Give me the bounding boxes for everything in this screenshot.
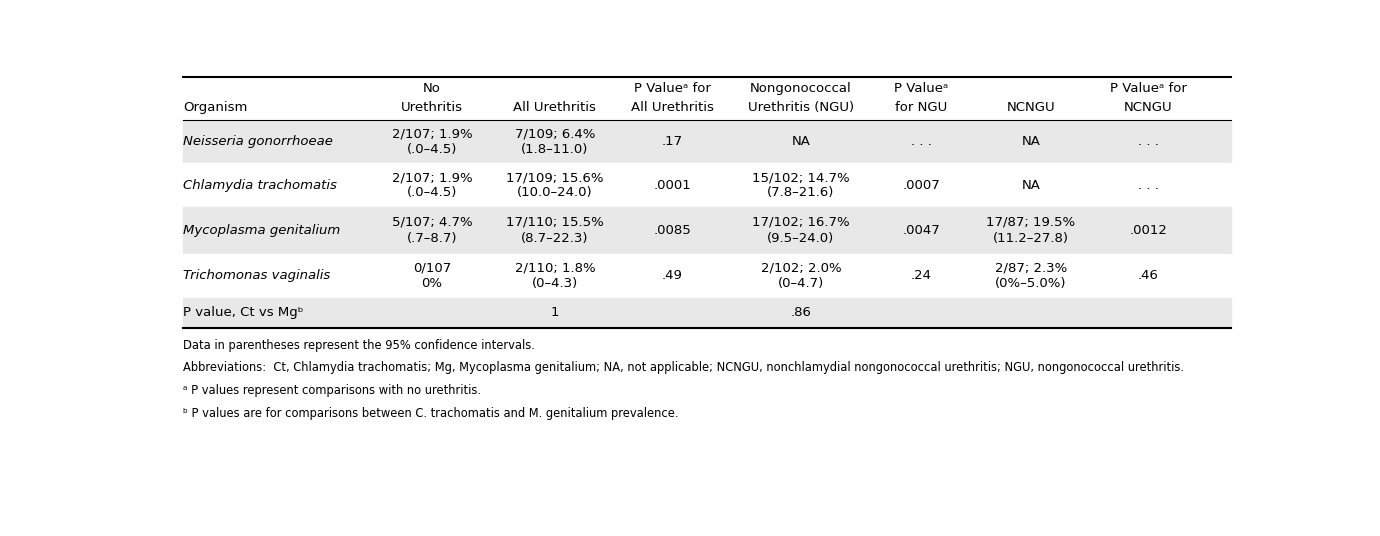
Text: .0047: .0047 bbox=[903, 224, 940, 237]
Text: . . .: . . . bbox=[911, 135, 932, 148]
Text: All Urethritis: All Urethritis bbox=[513, 101, 596, 114]
Text: 7/109; 6.4%: 7/109; 6.4% bbox=[515, 128, 595, 141]
Text: .0012: .0012 bbox=[1129, 224, 1167, 237]
Text: 2/107; 1.9%: 2/107; 1.9% bbox=[392, 128, 472, 141]
Text: 5/107; 4.7%: 5/107; 4.7% bbox=[392, 216, 472, 229]
Text: 17/102; 16.7%: 17/102; 16.7% bbox=[752, 216, 850, 229]
Text: NA: NA bbox=[1021, 178, 1041, 191]
Text: 17/87; 19.5%: 17/87; 19.5% bbox=[987, 216, 1075, 229]
Text: (1.8–11.0): (1.8–11.0) bbox=[522, 143, 588, 155]
Text: NCNGU: NCNGU bbox=[1125, 101, 1173, 114]
Text: . . .: . . . bbox=[1138, 135, 1159, 148]
Text: Chlamydia trachomatis: Chlamydia trachomatis bbox=[184, 178, 337, 191]
Text: NCNGU: NCNGU bbox=[1006, 101, 1056, 114]
Text: .0001: .0001 bbox=[654, 178, 691, 191]
Text: P Valueᵃ: P Valueᵃ bbox=[894, 83, 948, 95]
Text: .0085: .0085 bbox=[654, 224, 691, 237]
Text: Data in parentheses represent the 95% confidence intervals.: Data in parentheses represent the 95% co… bbox=[184, 339, 535, 352]
Text: Neisseria gonorrhoeae: Neisseria gonorrhoeae bbox=[184, 135, 333, 148]
Text: .86: .86 bbox=[791, 307, 811, 319]
Text: (8.7–22.3): (8.7–22.3) bbox=[522, 232, 589, 245]
Text: 0%: 0% bbox=[421, 277, 443, 289]
Bar bbox=[184, 163, 1231, 207]
Text: Mycoplasma genitalium: Mycoplasma genitalium bbox=[184, 224, 341, 237]
Text: 1: 1 bbox=[551, 307, 559, 319]
Text: .0007: .0007 bbox=[903, 178, 940, 191]
Text: All Urethritis: All Urethritis bbox=[631, 101, 713, 114]
Text: ᵇ P values are for comparisons between C. trachomatis and M. genitalium prevalen: ᵇ P values are for comparisons between C… bbox=[184, 407, 679, 420]
Text: (7.8–21.6): (7.8–21.6) bbox=[767, 186, 835, 199]
Text: P value, Ct vs Mgᵇ: P value, Ct vs Mgᵇ bbox=[184, 307, 304, 319]
Bar bbox=[184, 77, 1231, 120]
Text: (11.2–27.8): (11.2–27.8) bbox=[992, 232, 1068, 245]
Text: P Valueᵃ for: P Valueᵃ for bbox=[1110, 83, 1187, 95]
Text: 17/109; 15.6%: 17/109; 15.6% bbox=[506, 171, 603, 184]
Text: (.7–8.7): (.7–8.7) bbox=[407, 232, 457, 245]
Text: for NGU: for NGU bbox=[896, 101, 947, 114]
Text: .24: .24 bbox=[911, 269, 932, 282]
Text: (9.5–24.0): (9.5–24.0) bbox=[767, 232, 835, 245]
Text: Urethritis (NGU): Urethritis (NGU) bbox=[748, 101, 854, 114]
Text: Trichomonas vaginalis: Trichomonas vaginalis bbox=[184, 269, 330, 282]
Text: 2/110; 1.8%: 2/110; 1.8% bbox=[515, 262, 595, 275]
Text: Abbreviations:  Ct, Chlamydia trachomatis; Mg, Mycoplasma genitalium; NA, not ap: Abbreviations: Ct, Chlamydia trachomatis… bbox=[184, 361, 1184, 375]
Text: (0–4.7): (0–4.7) bbox=[778, 277, 824, 289]
Text: 2/102; 2.0%: 2/102; 2.0% bbox=[760, 262, 842, 275]
Text: 15/102; 14.7%: 15/102; 14.7% bbox=[752, 171, 850, 184]
Text: No: No bbox=[422, 83, 440, 95]
Text: (0–4.3): (0–4.3) bbox=[531, 277, 578, 289]
Text: Nongonococcal: Nongonococcal bbox=[749, 83, 851, 95]
Text: NA: NA bbox=[1021, 135, 1041, 148]
Text: 2/87; 2.3%: 2/87; 2.3% bbox=[995, 262, 1067, 275]
Text: Urethritis: Urethritis bbox=[400, 101, 462, 114]
Text: P Valueᵃ for: P Valueᵃ for bbox=[633, 83, 711, 95]
Bar bbox=[184, 297, 1231, 329]
Text: Organism: Organism bbox=[184, 101, 247, 114]
Bar bbox=[184, 254, 1231, 297]
Text: (10.0–24.0): (10.0–24.0) bbox=[518, 186, 592, 199]
Bar bbox=[184, 207, 1231, 254]
Text: . . .: . . . bbox=[1138, 178, 1159, 191]
Text: .17: .17 bbox=[662, 135, 683, 148]
Bar bbox=[184, 120, 1231, 163]
Text: ᵃ P values represent comparisons with no urethritis.: ᵃ P values represent comparisons with no… bbox=[184, 384, 482, 397]
Text: (.0–4.5): (.0–4.5) bbox=[407, 186, 457, 199]
Text: 0/107: 0/107 bbox=[413, 262, 451, 275]
Text: .49: .49 bbox=[662, 269, 683, 282]
Text: (.0–4.5): (.0–4.5) bbox=[407, 143, 457, 155]
Text: 17/110; 15.5%: 17/110; 15.5% bbox=[506, 216, 603, 229]
Text: 2/107; 1.9%: 2/107; 1.9% bbox=[392, 171, 472, 184]
Text: NA: NA bbox=[791, 135, 810, 148]
Text: (0%–5.0%): (0%–5.0%) bbox=[995, 277, 1067, 289]
Text: .46: .46 bbox=[1138, 269, 1159, 282]
